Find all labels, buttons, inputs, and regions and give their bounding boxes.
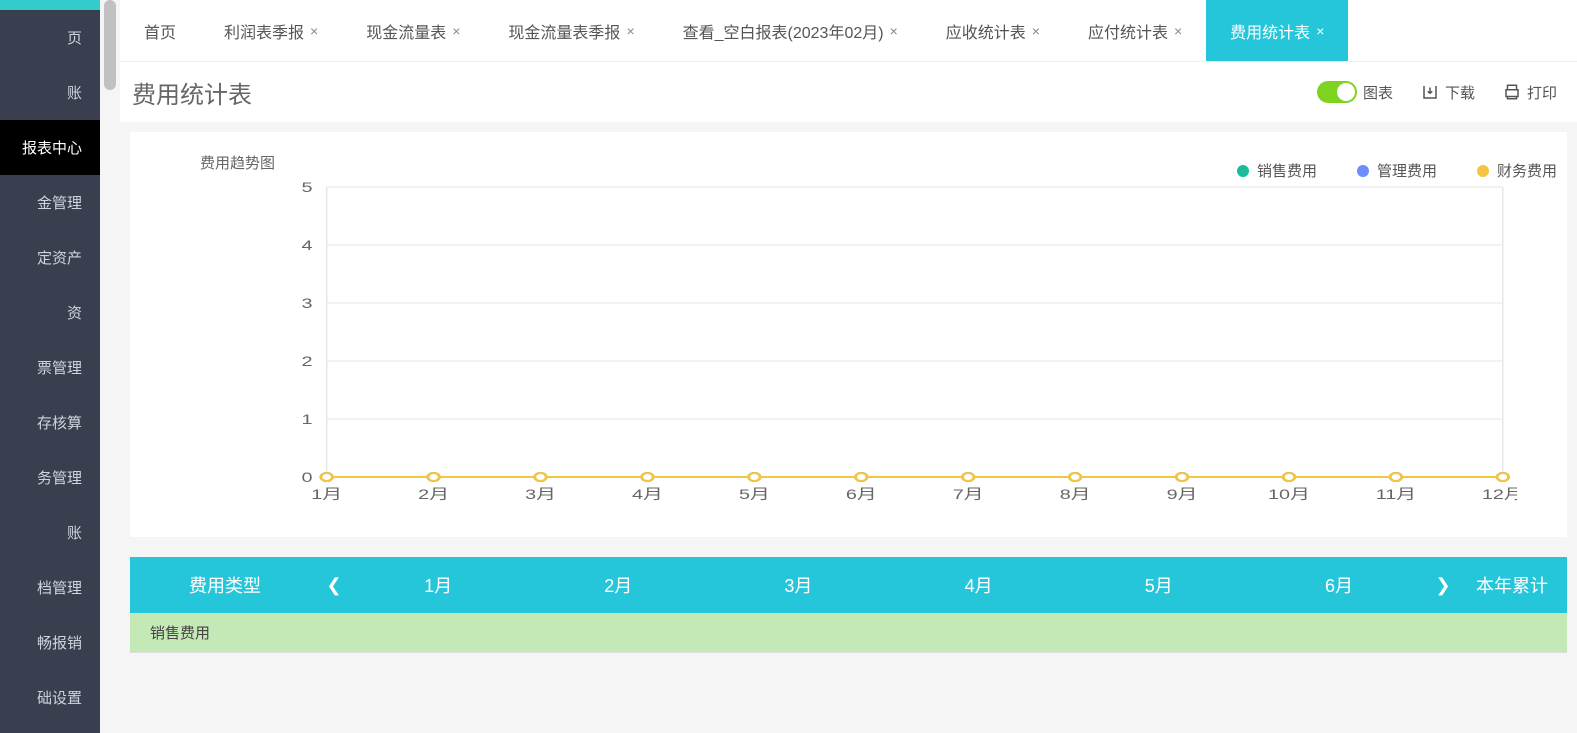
th-month: 3月 (708, 572, 888, 598)
svg-text:10月: 10月 (1268, 486, 1310, 502)
sidebar-item[interactable]: 务管理 (0, 450, 100, 505)
sidebar-item[interactable]: 账 (0, 65, 100, 120)
table-row[interactable]: 销售费用 (130, 613, 1567, 653)
svg-text:4: 4 (301, 237, 313, 253)
sidebar-item[interactable]: 畅报销 (0, 615, 100, 670)
chart-card: 费用趋势图 销售费用管理费用财务费用 0123451月2月3月4月5月6月7月8… (130, 132, 1567, 537)
chart-toggle-label: 图表 (1363, 82, 1393, 103)
svg-text:3月: 3月 (525, 486, 556, 502)
tab[interactable]: 现金流量表 × (342, 0, 484, 61)
table-header-row: 费用类型 ❮ 1月 2月 3月 4月 5月 6月 ❯ 本年累计 (130, 557, 1567, 613)
sidebar-item[interactable]: 报表中心 (0, 120, 100, 175)
th-month: 5月 (1069, 572, 1249, 598)
brand-stripe (0, 0, 100, 10)
svg-text:12月: 12月 (1482, 486, 1517, 502)
close-icon[interactable]: × (1032, 23, 1040, 39)
month-next-button[interactable]: ❯ (1429, 575, 1457, 596)
sidebar-item[interactable]: 页 (0, 10, 100, 65)
sidebar-item[interactable]: 档管理 (0, 560, 100, 615)
svg-text:5: 5 (301, 179, 312, 195)
close-icon[interactable]: × (890, 23, 898, 39)
chart-toggle[interactable]: 图表 (1317, 81, 1393, 103)
print-button[interactable]: 打印 (1503, 82, 1557, 103)
svg-text:6月: 6月 (846, 486, 877, 502)
expense-table: 费用类型 ❮ 1月 2月 3月 4月 5月 6月 ❯ 本年累计 销售费用 (130, 557, 1567, 653)
svg-text:4月: 4月 (632, 486, 663, 502)
legend-dot (1237, 165, 1249, 177)
print-label: 打印 (1527, 82, 1557, 103)
download-icon (1421, 83, 1439, 101)
tab-label: 现金流量表 (366, 19, 446, 43)
tab[interactable]: 利润表季报 × (200, 0, 342, 61)
tab-label: 应付统计表 (1088, 19, 1168, 43)
tab[interactable]: 应收统计表 × (922, 0, 1064, 61)
sidebar-item[interactable]: 账 (0, 505, 100, 560)
svg-text:0: 0 (301, 469, 312, 485)
legend-dot (1477, 165, 1489, 177)
close-icon[interactable]: × (1174, 23, 1182, 39)
line-chart: 0 1 2 3 4 5 1月 2月 3月 4月 5月 6月 7月 8月 9月 10月 11月 12月 (270, 177, 1517, 507)
th-type: 费用类型 (130, 572, 320, 598)
month-prev-button[interactable]: ❮ (320, 575, 348, 596)
sidebar-item[interactable]: 票管理 (0, 340, 100, 395)
tab[interactable]: 费用统计表 × (1206, 0, 1348, 61)
sidebar-item[interactable]: 础设置 (0, 670, 100, 725)
th-year-total: 本年累计 (1457, 572, 1567, 598)
sidebar: 页账报表中心金管理定资产资票管理存核算务管理账档管理畅报销础设置 (0, 0, 100, 733)
tab-label: 现金流量表季报 (508, 19, 620, 43)
download-button[interactable]: 下载 (1421, 82, 1475, 103)
th-month: 2月 (528, 572, 708, 598)
sidebar-item[interactable]: 存核算 (0, 395, 100, 450)
svg-text:3: 3 (301, 295, 312, 311)
tab-label: 应收统计表 (946, 19, 1026, 43)
download-label: 下载 (1445, 82, 1475, 103)
svg-text:9月: 9月 (1167, 486, 1198, 502)
svg-text:1月: 1月 (311, 486, 342, 502)
tab-label: 查看_空白报表(2023年02月) (683, 19, 884, 43)
sidebar-item[interactable]: 金管理 (0, 175, 100, 230)
tab-label: 首页 (144, 19, 176, 43)
svg-text:7月: 7月 (953, 486, 984, 502)
toggle-switch[interactable] (1317, 81, 1357, 103)
close-icon[interactable]: × (626, 23, 634, 39)
svg-text:8月: 8月 (1060, 486, 1091, 502)
sidebar-item[interactable]: 定资产 (0, 230, 100, 285)
th-month: 4月 (889, 572, 1069, 598)
tab-label: 费用统计表 (1230, 19, 1310, 43)
tab[interactable]: 现金流量表季报 × (484, 0, 658, 61)
svg-text:1: 1 (301, 411, 312, 427)
svg-text:5月: 5月 (739, 486, 770, 502)
page-header: 费用统计表 图表 下载 打印 (120, 62, 1577, 122)
close-icon[interactable]: × (452, 23, 460, 39)
vertical-scrollbar[interactable] (100, 0, 120, 733)
tab[interactable]: 应付统计表 × (1064, 0, 1206, 61)
svg-text:2月: 2月 (418, 486, 449, 502)
tab-label: 利润表季报 (224, 19, 304, 43)
print-icon (1503, 83, 1521, 101)
scrollbar-thumb[interactable] (104, 0, 116, 90)
close-icon[interactable]: × (1316, 23, 1324, 39)
tab[interactable]: 首页 (120, 0, 200, 61)
tab-bar: 首页 利润表季报 × 现金流量表 × 现金流量表季报 × 查看_空白报表(2023年02月) ×… (120, 0, 1577, 62)
sidebar-item[interactable]: 资 (0, 285, 100, 340)
td-type: 销售费用 (130, 622, 320, 643)
svg-text:11月: 11月 (1376, 486, 1416, 502)
close-icon[interactable]: × (310, 23, 318, 39)
tab[interactable]: 查看_空白报表(2023年02月) × (659, 0, 922, 61)
page-title: 费用统计表 (132, 75, 252, 110)
th-month: 1月 (348, 572, 528, 598)
legend-dot (1357, 165, 1369, 177)
th-month: 6月 (1249, 572, 1429, 598)
svg-text:2: 2 (301, 353, 312, 369)
